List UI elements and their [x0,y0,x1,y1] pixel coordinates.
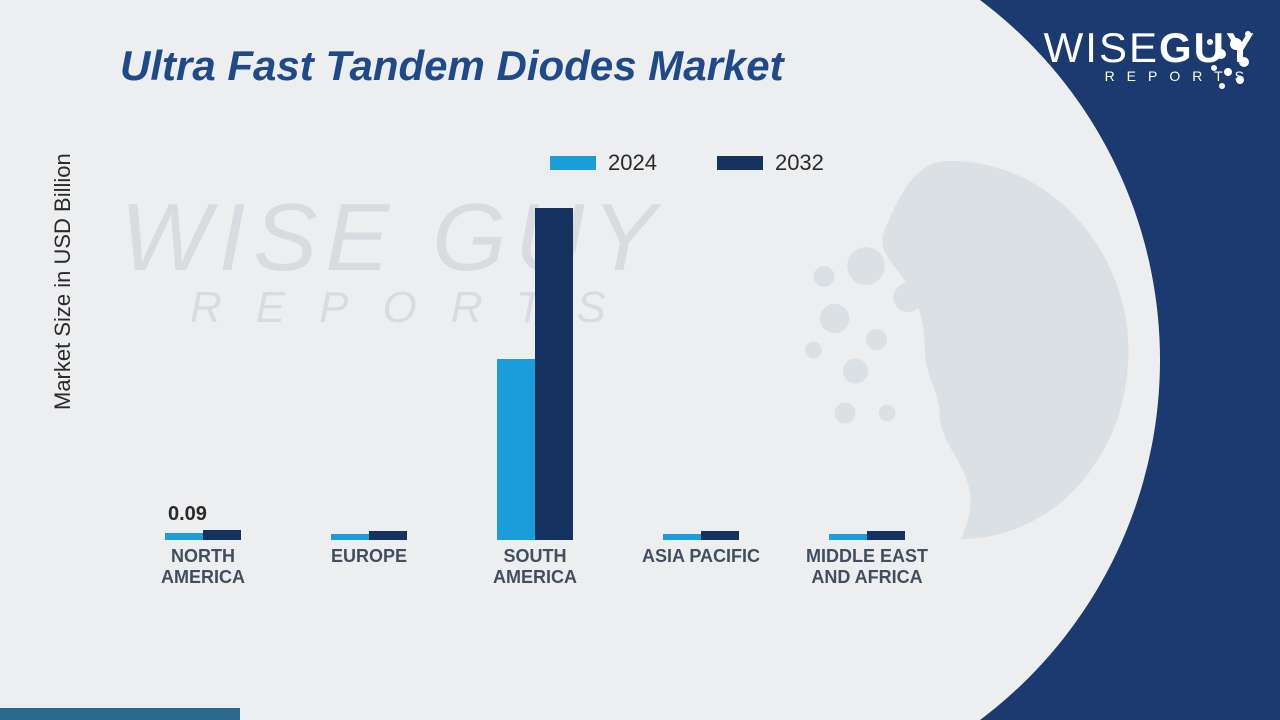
legend-label-2024: 2024 [608,150,657,176]
legend-label-2032: 2032 [775,150,824,176]
bar-group: SOUTH AMERICA [452,208,618,541]
bar-2024 [497,359,535,540]
footer-accent-bar [0,708,240,720]
bar-value-label: 0.09 [168,503,207,526]
legend-item-2032: 2032 [717,150,824,176]
category-label: SOUTH AMERICA [465,546,605,587]
bar-group: EUROPE [286,531,452,540]
bar-2032 [369,531,407,540]
y-axis-label: Market Size in USD Billion [50,153,76,410]
brand-logo: WISEGUY REPORTS [1044,24,1256,84]
bar-2032 [867,531,905,540]
brand-name-a: WISE [1044,24,1159,71]
right-panel [960,0,1280,720]
bar-2024 [663,534,701,540]
category-label: NORTH AMERICA [133,546,273,587]
plot-area: 0.09NORTH AMERICAEUROPESOUTH AMERICAASIA… [120,190,950,540]
bar-2024 [829,534,867,540]
brand-name-b: GUY [1159,24,1256,71]
bar-group: 0.09NORTH AMERICA [120,530,286,541]
category-label: EUROPE [299,546,439,567]
legend: 2024 2032 [550,150,824,176]
bar-group: MIDDLE EAST AND AFRICA [784,531,950,540]
bar-2032 [535,208,573,541]
bar-2032 [203,530,241,541]
chart-area: Market Size in USD Billion 2024 2032 0.0… [70,150,950,660]
bar-groups: 0.09NORTH AMERICAEUROPESOUTH AMERICAASIA… [120,190,950,540]
category-label: ASIA PACIFIC [631,546,771,567]
legend-swatch-2024 [550,156,596,170]
bar-2024 [165,533,203,540]
category-label: MIDDLE EAST AND AFRICA [797,546,937,587]
legend-item-2024: 2024 [550,150,657,176]
legend-swatch-2032 [717,156,763,170]
bar-2032 [701,531,739,540]
bar-group: ASIA PACIFIC [618,531,784,540]
chart-title: Ultra Fast Tandem Diodes Market [120,42,784,90]
bar-2024 [331,534,369,540]
